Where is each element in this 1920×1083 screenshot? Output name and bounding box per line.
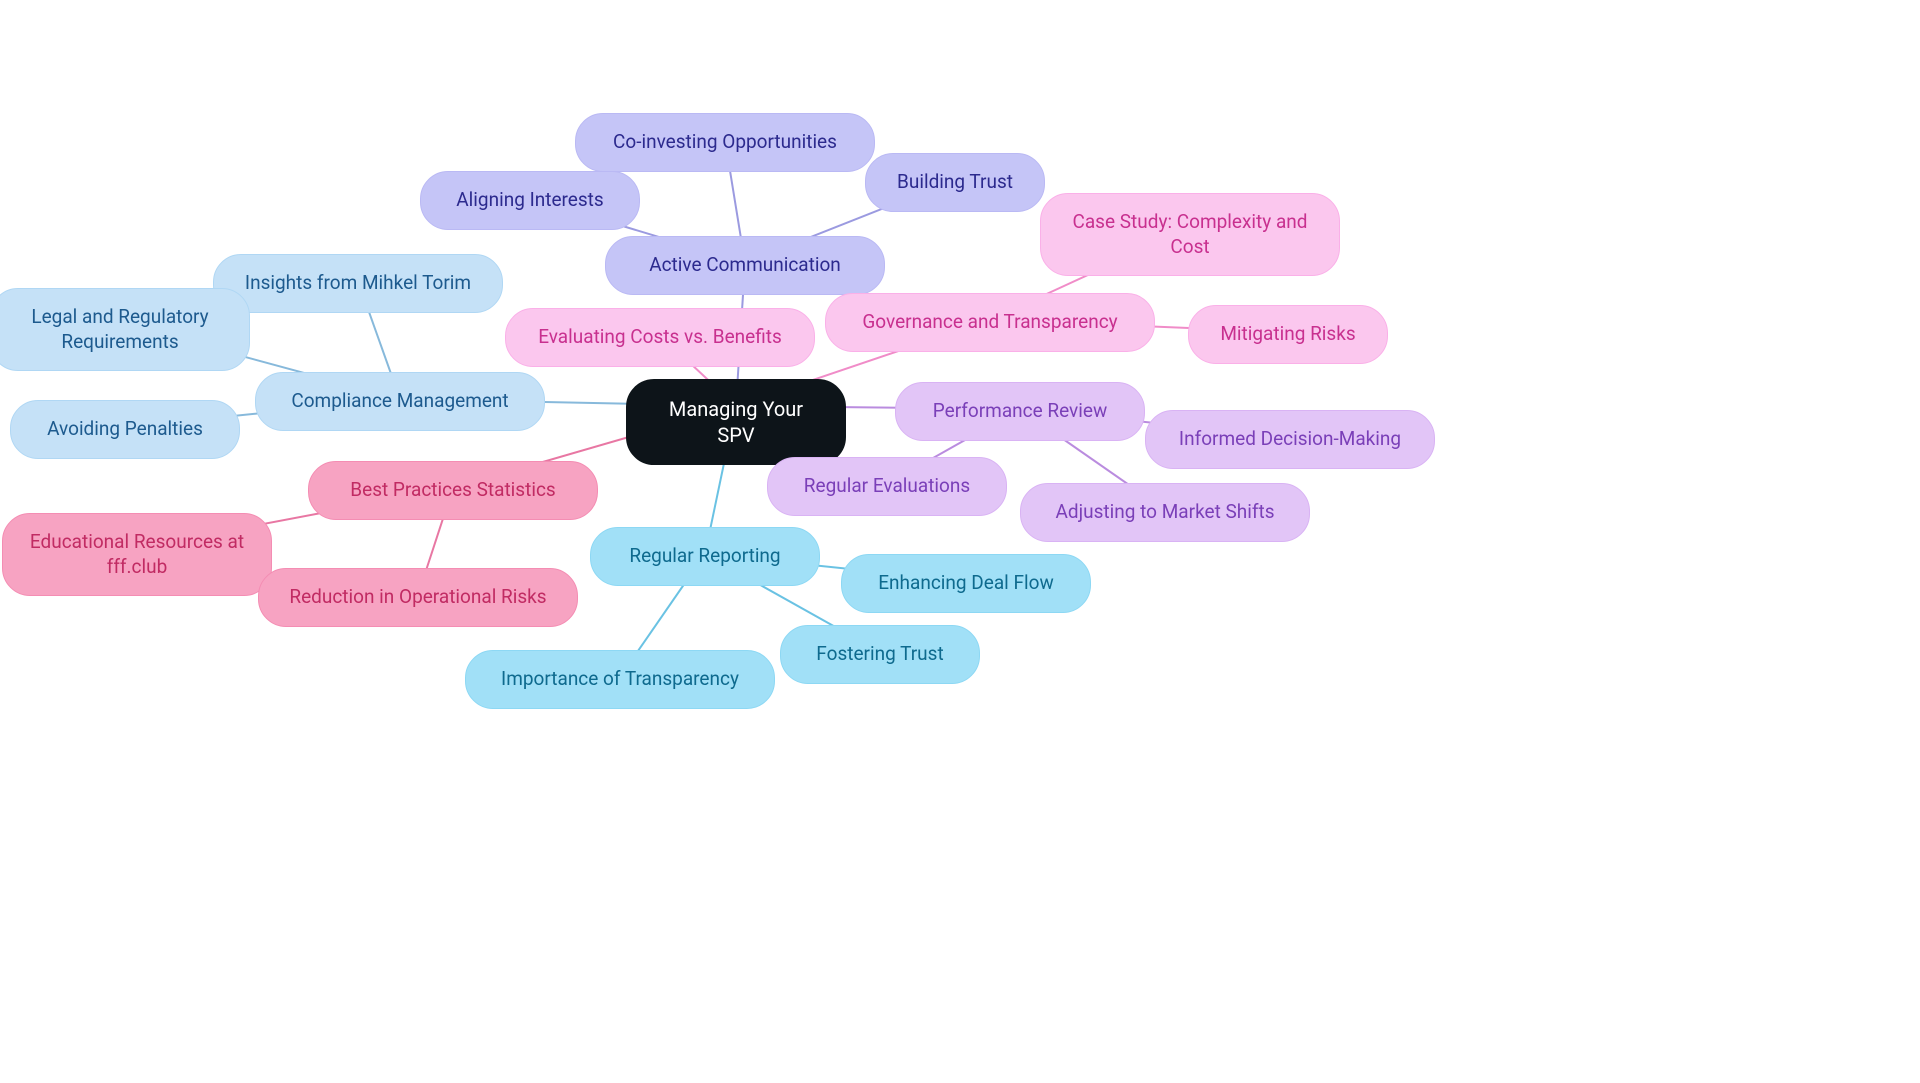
leaf-node: Informed Decision-Making xyxy=(1145,410,1435,469)
branch-node: Governance and Transparency xyxy=(825,293,1155,352)
leaf-node: Reduction in Operational Risks xyxy=(258,568,578,627)
branch-node: Best Practices Statistics xyxy=(308,461,598,520)
branch-node: Evaluating Costs vs. Benefits xyxy=(505,308,815,367)
leaf-node: Avoiding Penalties xyxy=(10,400,240,459)
leaf-node: Enhancing Deal Flow xyxy=(841,554,1091,613)
branch-node: Performance Review xyxy=(895,382,1145,441)
leaf-node: Adjusting to Market Shifts xyxy=(1020,483,1310,542)
leaf-node: Insights from Mihkel Torim xyxy=(213,254,503,313)
central-node: Managing Your SPV xyxy=(626,379,846,465)
branch-node: Regular Reporting xyxy=(590,527,820,586)
leaf-node: Co-investing Opportunities xyxy=(575,113,875,172)
leaf-node: Educational Resources at fff.club xyxy=(2,513,272,596)
leaf-node: Fostering Trust xyxy=(780,625,980,684)
leaf-node: Legal and Regulatory Requirements xyxy=(0,288,250,371)
leaf-node: Importance of Transparency xyxy=(465,650,775,709)
leaf-node: Mitigating Risks xyxy=(1188,305,1388,364)
leaf-node: Aligning Interests xyxy=(420,171,640,230)
branch-node: Active Communication xyxy=(605,236,885,295)
leaf-node: Building Trust xyxy=(865,153,1045,212)
leaf-node: Regular Evaluations xyxy=(767,457,1007,516)
branch-node: Compliance Management xyxy=(255,372,545,431)
leaf-node: Case Study: Complexity and Cost xyxy=(1040,193,1340,276)
